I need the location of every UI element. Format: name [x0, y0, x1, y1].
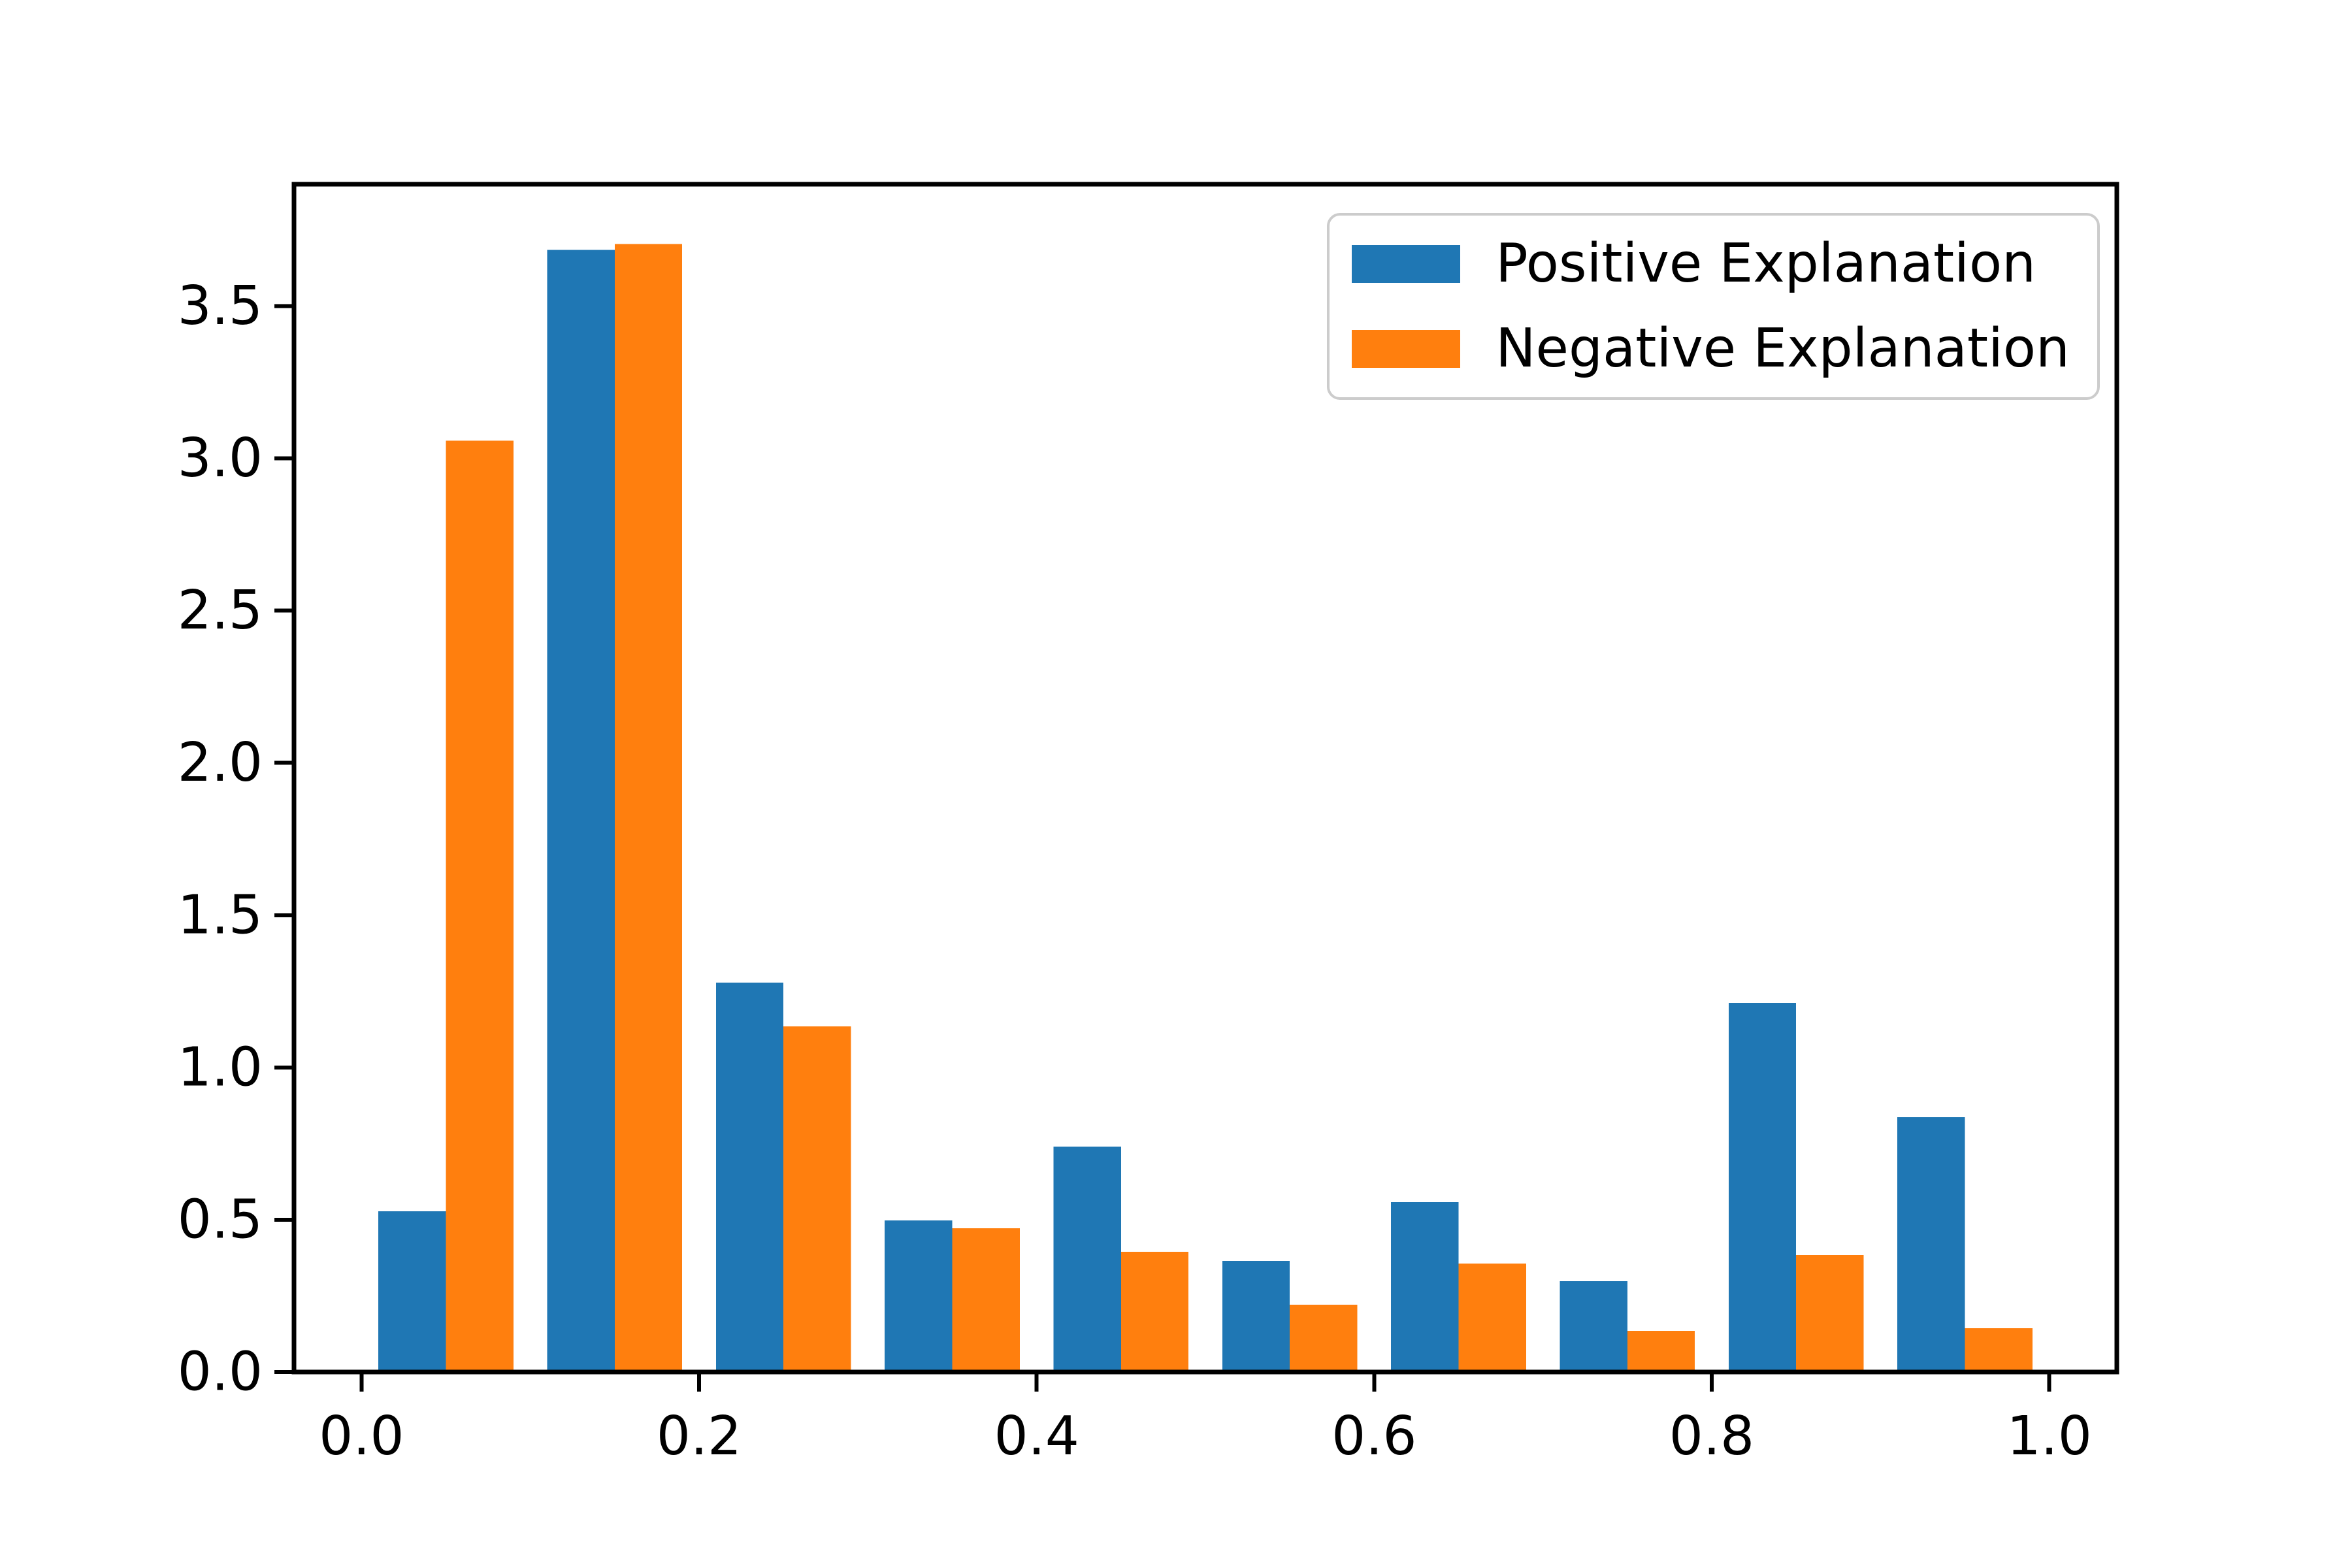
x-tick-label-1.0: 1.0 [2006, 1405, 2091, 1467]
plot-border [291, 182, 2119, 1375]
y-tick-label-3.0: 3.0 [178, 427, 263, 489]
bar-negative-bin9 [1965, 1328, 2033, 1372]
legend-item-positive: Positive Explanation [1352, 233, 2070, 295]
bar-negative-bin1 [614, 244, 683, 1372]
bar-positive-bin6 [1391, 1201, 1459, 1372]
bar-positive-bin2 [715, 982, 784, 1372]
y-tick-label-3.5: 3.5 [178, 275, 263, 337]
bar-negative-bin7 [1627, 1331, 1695, 1372]
bar-positive-bin3 [885, 1220, 953, 1372]
bar-negative-bin4 [1120, 1251, 1189, 1372]
x-tick-label-0.4: 0.4 [994, 1405, 1079, 1467]
x-tick-label-0.6: 0.6 [1331, 1405, 1416, 1467]
bar-negative-bin2 [783, 1026, 851, 1372]
bar-positive-bin5 [1222, 1260, 1290, 1372]
positive-series-swatch [1352, 245, 1461, 283]
legend: Positive Explanation Negative Explanatio… [1327, 213, 2100, 400]
legend-item-negative: Negative Explanation [1352, 318, 2070, 380]
bar-positive-bin0 [378, 1211, 446, 1372]
x-tick-label-0.8: 0.8 [1669, 1405, 1754, 1467]
bar-positive-bin4 [1053, 1147, 1121, 1372]
y-tick-label-0.0: 0.0 [178, 1341, 263, 1403]
y-tick-label-2.0: 2.0 [178, 732, 263, 794]
y-tick-label-2.5: 2.5 [178, 580, 263, 642]
bar-negative-bin6 [1458, 1264, 1526, 1372]
negative-series-label: Negative Explanation [1495, 318, 2070, 380]
axes-layer [274, 182, 2119, 1392]
bar-negative-bin8 [1796, 1255, 1864, 1372]
positive-series-label: Positive Explanation [1495, 233, 2036, 295]
bars-layer [378, 244, 2033, 1373]
bar-negative-bin3 [952, 1228, 1020, 1372]
bar-negative-bin0 [446, 440, 514, 1372]
x-tick-label-0.2: 0.2 [657, 1405, 742, 1467]
y-tick-label-1.5: 1.5 [178, 884, 263, 946]
negative-series-swatch [1352, 330, 1461, 368]
y-tick-label-0.5: 0.5 [178, 1188, 263, 1250]
tick-labels-layer: 0.0 0.2 0.4 0.6 0.8 1.0 0.0 0.5 1.0 1.5 2.0 2.5 3.0 3… [178, 275, 2092, 1467]
x-tick-label-0.0: 0.0 [319, 1405, 404, 1467]
bar-positive-bin1 [547, 250, 615, 1373]
bar-positive-bin7 [1560, 1281, 1627, 1372]
bar-positive-bin9 [1897, 1117, 1965, 1372]
bar-negative-bin5 [1290, 1305, 1358, 1372]
bar-positive-bin8 [1728, 1003, 1797, 1372]
y-tick-label-1.0: 1.0 [178, 1036, 263, 1098]
